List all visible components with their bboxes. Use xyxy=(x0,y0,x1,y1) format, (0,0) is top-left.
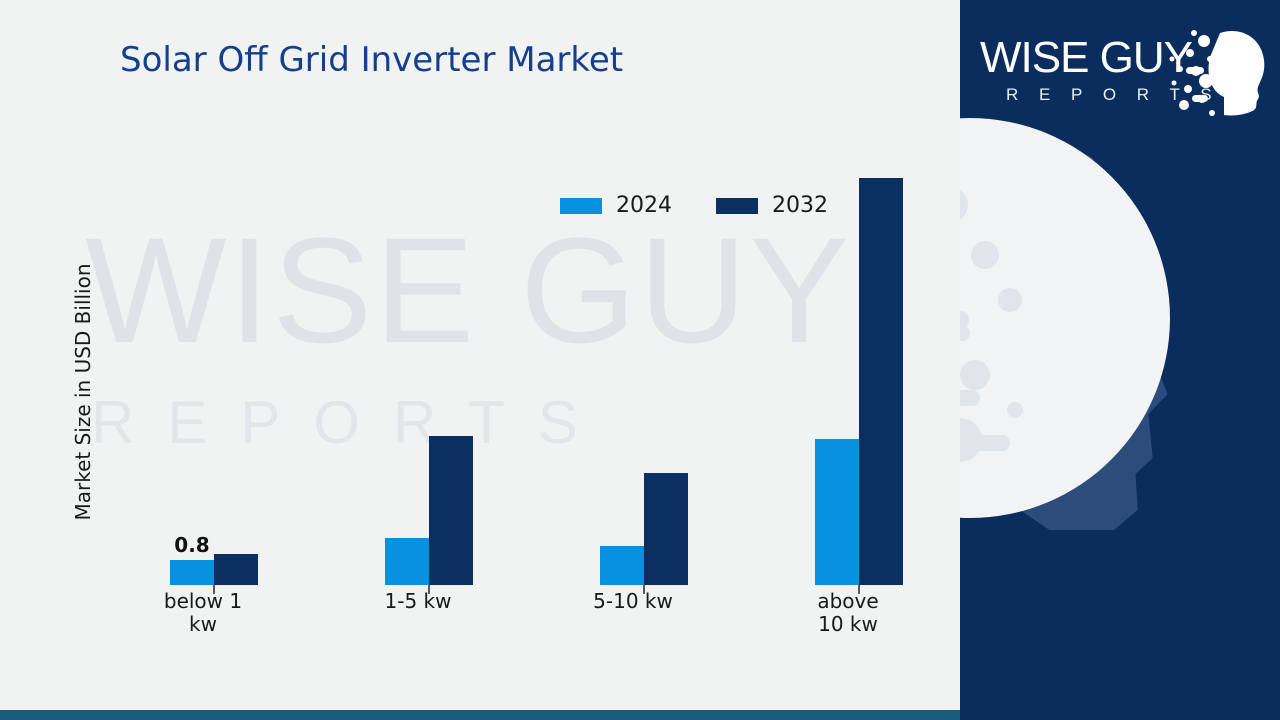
x-axis-label-5-10-kw: 5-10 kw xyxy=(593,589,673,613)
panel-dot-pattern xyxy=(960,190,1023,462)
bar-2032-below-1-kw[interactable] xyxy=(214,553,258,585)
bar-2032-1-5-kw[interactable] xyxy=(429,435,473,585)
legend-item-2032[interactable]: 2032 xyxy=(716,193,828,218)
chart-legend: 2024 2032 xyxy=(560,193,828,218)
x-axis-tick xyxy=(213,585,215,594)
bar-2024-1-5-kw[interactable] xyxy=(385,538,429,585)
x-axis-tick xyxy=(428,585,430,594)
logo-reports-text: R E P O R T S xyxy=(1006,85,1220,104)
logo-wise-guy-text: WISE GUY xyxy=(980,33,1193,82)
x-axis-tick xyxy=(643,585,645,594)
bar-group xyxy=(385,150,473,594)
bar-group xyxy=(815,150,903,594)
legend-label-2032: 2032 xyxy=(772,193,828,218)
legend-swatch-2024 xyxy=(560,197,602,214)
bar-2024-below-1-kw[interactable] xyxy=(170,560,214,585)
x-axis-label-1-5-kw: 1-5 kw xyxy=(384,589,452,613)
page-title: Solar Off Grid Inverter Market xyxy=(120,40,624,80)
x-axis-label-above-10-kw: above 10 kw xyxy=(817,589,879,636)
legend-item-2024[interactable]: 2024 xyxy=(560,193,672,218)
x-axis-labels: below 1 kw 1-5 kw 5-10 kw above 10 kw xyxy=(100,590,940,680)
bar-group: 0.8 xyxy=(170,150,258,594)
bar-2032-5-10-kw[interactable] xyxy=(644,473,688,585)
brand-panel xyxy=(960,0,1280,720)
legend-label-2024: 2024 xyxy=(616,193,672,218)
x-axis-tick xyxy=(858,585,860,594)
bar-2024-above-10-kw[interactable] xyxy=(815,438,859,585)
bottom-accent-strip xyxy=(0,710,960,720)
logo-head-icon xyxy=(1169,30,1265,116)
bar-group xyxy=(600,150,688,594)
plot-area: 0.8 xyxy=(100,150,940,594)
brand-logo[interactable]: WISE GUY R E P O R T S xyxy=(980,25,1270,120)
x-axis-label-below-1-kw: below 1 kw xyxy=(163,589,243,636)
y-axis-label: Market Size in USD Billion xyxy=(71,263,95,521)
bar-2032-above-10-kw[interactable] xyxy=(859,177,903,585)
legend-swatch-2032 xyxy=(716,197,758,214)
bar-2024-5-10-kw[interactable] xyxy=(600,546,644,585)
bar-value-label: 0.8 xyxy=(174,533,210,558)
